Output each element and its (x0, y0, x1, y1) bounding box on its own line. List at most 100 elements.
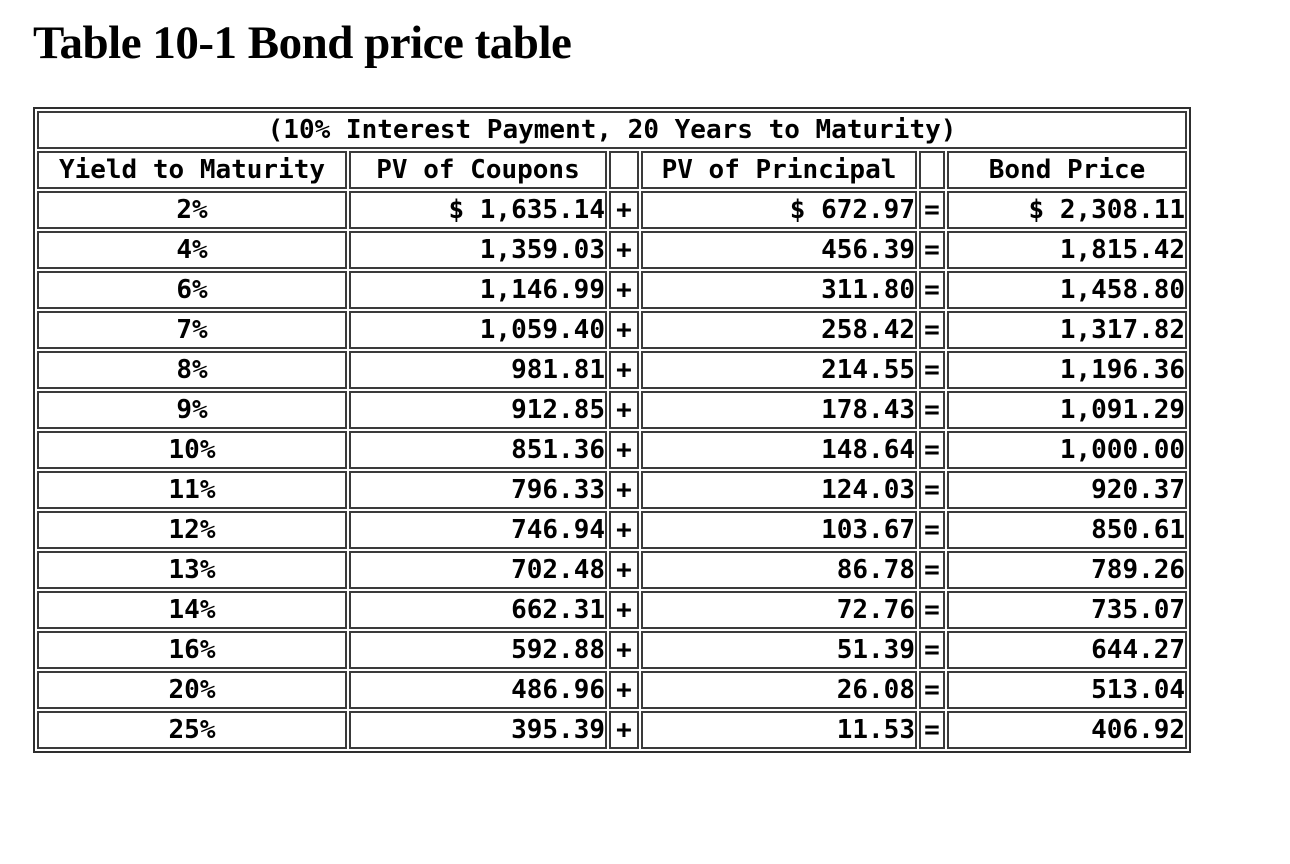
table-caption: (10% Interest Payment, 20 Years to Matur… (37, 111, 1188, 149)
pv-of-coupons-value: 662.31 (349, 591, 607, 629)
pv-of-principal-value: 11.53 (641, 711, 917, 749)
pv-of-coupons-value: 851.36 (349, 431, 607, 469)
table-row: 20% 486.96 + 26.08 = 513.04 (37, 671, 1188, 709)
plus-operator: + (609, 591, 639, 629)
table-row: 4% 1,359.03 + 456.39 = 1,815.42 (37, 231, 1188, 269)
plus-operator: + (609, 351, 639, 389)
pv-of-coupons-value: 395.39 (349, 711, 607, 749)
plus-operator: + (609, 671, 639, 709)
yield-to-maturity-value: 2% (37, 191, 347, 229)
bond-price-value: 1,317.82 (947, 311, 1188, 349)
table-row: 12% 746.94 + 103.67 = 850.61 (37, 511, 1188, 549)
table-row: 7% 1,059.40 + 258.42 = 1,317.82 (37, 311, 1188, 349)
bond-price-value: 850.61 (947, 511, 1188, 549)
equals-operator: = (919, 631, 945, 669)
column-header-equals-spacer (919, 151, 945, 189)
plus-operator: + (609, 631, 639, 669)
bond-price-value: 1,000.00 (947, 431, 1188, 469)
yield-to-maturity-value: 7% (37, 311, 347, 349)
pv-of-principal-value: 51.39 (641, 631, 917, 669)
plus-operator: + (609, 551, 639, 589)
table-row: 25% 395.39 + 11.53 = 406.92 (37, 711, 1188, 749)
table-row: 9% 912.85 + 178.43 = 1,091.29 (37, 391, 1188, 429)
pv-of-principal-value: 214.55 (641, 351, 917, 389)
column-header-plus-spacer (609, 151, 639, 189)
bond-price-value: 1,458.80 (947, 271, 1188, 309)
page-title: Table 10-1 Bond price table (33, 17, 572, 69)
pv-of-coupons-value: 912.85 (349, 391, 607, 429)
yield-to-maturity-value: 6% (37, 271, 347, 309)
plus-operator: + (609, 311, 639, 349)
pv-of-principal-value: 178.43 (641, 391, 917, 429)
equals-operator: = (919, 471, 945, 509)
pv-of-coupons-value: 592.88 (349, 631, 607, 669)
plus-operator: + (609, 471, 639, 509)
yield-to-maturity-value: 11% (37, 471, 347, 509)
column-header-bond-price: Bond Price (947, 151, 1188, 189)
yield-to-maturity-value: 25% (37, 711, 347, 749)
table-row: 13% 702.48 + 86.78 = 789.26 (37, 551, 1188, 589)
column-header-yield-to-maturity: Yield to Maturity (37, 151, 347, 189)
pv-of-coupons-value: 1,059.40 (349, 311, 607, 349)
pv-of-coupons-value: 1,359.03 (349, 231, 607, 269)
equals-operator: = (919, 511, 945, 549)
bond-price-value: 735.07 (947, 591, 1188, 629)
yield-to-maturity-value: 12% (37, 511, 347, 549)
pv-of-principal-value: 103.67 (641, 511, 917, 549)
column-header-pv-of-coupons: PV of Coupons (349, 151, 607, 189)
plus-operator: + (609, 391, 639, 429)
plus-operator: + (609, 431, 639, 469)
equals-operator: = (919, 311, 945, 349)
pv-of-coupons-value: 702.48 (349, 551, 607, 589)
bond-price-table: (10% Interest Payment, 20 Years to Matur… (33, 107, 1192, 753)
yield-to-maturity-value: 10% (37, 431, 347, 469)
equals-operator: = (919, 711, 945, 749)
table-body: (10% Interest Payment, 20 Years to Matur… (37, 111, 1188, 749)
yield-to-maturity-value: 13% (37, 551, 347, 589)
plus-operator: + (609, 511, 639, 549)
table-row: 11% 796.33 + 124.03 = 920.37 (37, 471, 1188, 509)
equals-operator: = (919, 551, 945, 589)
table-row: 6% 1,146.99 + 311.80 = 1,458.80 (37, 271, 1188, 309)
yield-to-maturity-value: 16% (37, 631, 347, 669)
table-row: 10% 851.36 + 148.64 = 1,000.00 (37, 431, 1188, 469)
bond-price-value: 513.04 (947, 671, 1188, 709)
plus-operator: + (609, 191, 639, 229)
table-row: 2% $ 1,635.14 + $ 672.97 = $ 2,308.11 (37, 191, 1188, 229)
pv-of-principal-value: 311.80 (641, 271, 917, 309)
yield-to-maturity-value: 4% (37, 231, 347, 269)
yield-to-maturity-value: 8% (37, 351, 347, 389)
pv-of-principal-value: 124.03 (641, 471, 917, 509)
bond-price-value: 644.27 (947, 631, 1188, 669)
bond-price-value: 920.37 (947, 471, 1188, 509)
pv-of-coupons-value: $ 1,635.14 (349, 191, 607, 229)
column-header-pv-of-principal: PV of Principal (641, 151, 917, 189)
bond-price-value: 789.26 (947, 551, 1188, 589)
pv-of-principal-value: 26.08 (641, 671, 917, 709)
bond-price-value: 1,091.29 (947, 391, 1188, 429)
table-row: 16% 592.88 + 51.39 = 644.27 (37, 631, 1188, 669)
equals-operator: = (919, 271, 945, 309)
bond-price-value: $ 2,308.11 (947, 191, 1188, 229)
pv-of-principal-value: 148.64 (641, 431, 917, 469)
equals-operator: = (919, 231, 945, 269)
pv-of-principal-value: 258.42 (641, 311, 917, 349)
equals-operator: = (919, 351, 945, 389)
pv-of-coupons-value: 486.96 (349, 671, 607, 709)
pv-of-principal-value: 72.76 (641, 591, 917, 629)
equals-operator: = (919, 191, 945, 229)
table-row: 8% 981.81 + 214.55 = 1,196.36 (37, 351, 1188, 389)
equals-operator: = (919, 431, 945, 469)
bond-price-value: 1,196.36 (947, 351, 1188, 389)
yield-to-maturity-value: 14% (37, 591, 347, 629)
plus-operator: + (609, 711, 639, 749)
equals-operator: = (919, 591, 945, 629)
pv-of-principal-value: $ 672.97 (641, 191, 917, 229)
plus-operator: + (609, 271, 639, 309)
pv-of-principal-value: 456.39 (641, 231, 917, 269)
bond-price-value: 406.92 (947, 711, 1188, 749)
header-row: Yield to Maturity PV of Coupons PV of Pr… (37, 151, 1188, 189)
equals-operator: = (919, 391, 945, 429)
table-row: 14% 662.31 + 72.76 = 735.07 (37, 591, 1188, 629)
